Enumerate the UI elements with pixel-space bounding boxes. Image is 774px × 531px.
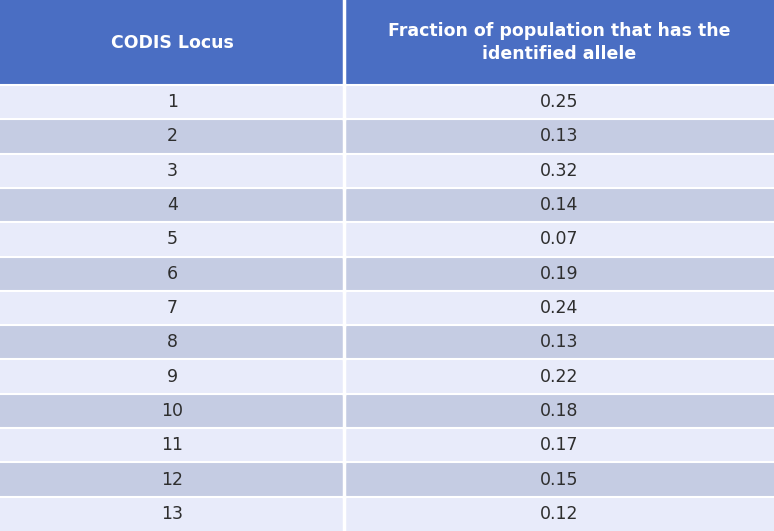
Text: 2: 2 [166, 127, 178, 145]
Text: 0.07: 0.07 [540, 230, 578, 249]
Text: 11: 11 [161, 436, 183, 454]
Text: 12: 12 [161, 470, 183, 489]
Text: 0.17: 0.17 [540, 436, 578, 454]
Text: 4: 4 [166, 196, 178, 214]
Bar [0, 153, 774, 188]
Text: 13: 13 [161, 505, 183, 523]
Bar [0, 463, 774, 496]
Bar [0, 325, 774, 359]
Text: 0.13: 0.13 [540, 127, 578, 145]
Bar [0, 119, 774, 153]
Text: 0.13: 0.13 [540, 333, 578, 352]
Text: 9: 9 [166, 367, 178, 386]
Bar [0, 291, 774, 325]
Text: Fraction of population that has the
identified allele: Fraction of population that has the iden… [388, 22, 731, 63]
Text: 0.22: 0.22 [540, 367, 578, 386]
Text: 0.32: 0.32 [540, 162, 578, 180]
Text: 1: 1 [166, 93, 178, 111]
Text: 0.24: 0.24 [540, 299, 578, 317]
Bar [0, 496, 774, 531]
Bar [0, 188, 774, 222]
Text: 0.14: 0.14 [540, 196, 578, 214]
Bar [0, 222, 774, 256]
Text: 0.12: 0.12 [540, 505, 578, 523]
Text: 3: 3 [166, 162, 178, 180]
Text: 6: 6 [166, 264, 178, 282]
Text: CODIS Locus: CODIS Locus [111, 33, 234, 52]
Text: 0.15: 0.15 [540, 470, 578, 489]
Text: 0.18: 0.18 [540, 402, 578, 420]
Bar [0, 359, 774, 394]
Text: 5: 5 [166, 230, 178, 249]
Bar [0, 428, 774, 463]
Text: 10: 10 [161, 402, 183, 420]
Bar [0, 256, 774, 291]
Text: 7: 7 [166, 299, 178, 317]
Text: 8: 8 [166, 333, 178, 352]
Bar [0, 0, 774, 85]
Bar [0, 394, 774, 428]
Text: 0.25: 0.25 [540, 93, 578, 111]
Text: 0.19: 0.19 [540, 264, 578, 282]
Bar [0, 85, 774, 119]
